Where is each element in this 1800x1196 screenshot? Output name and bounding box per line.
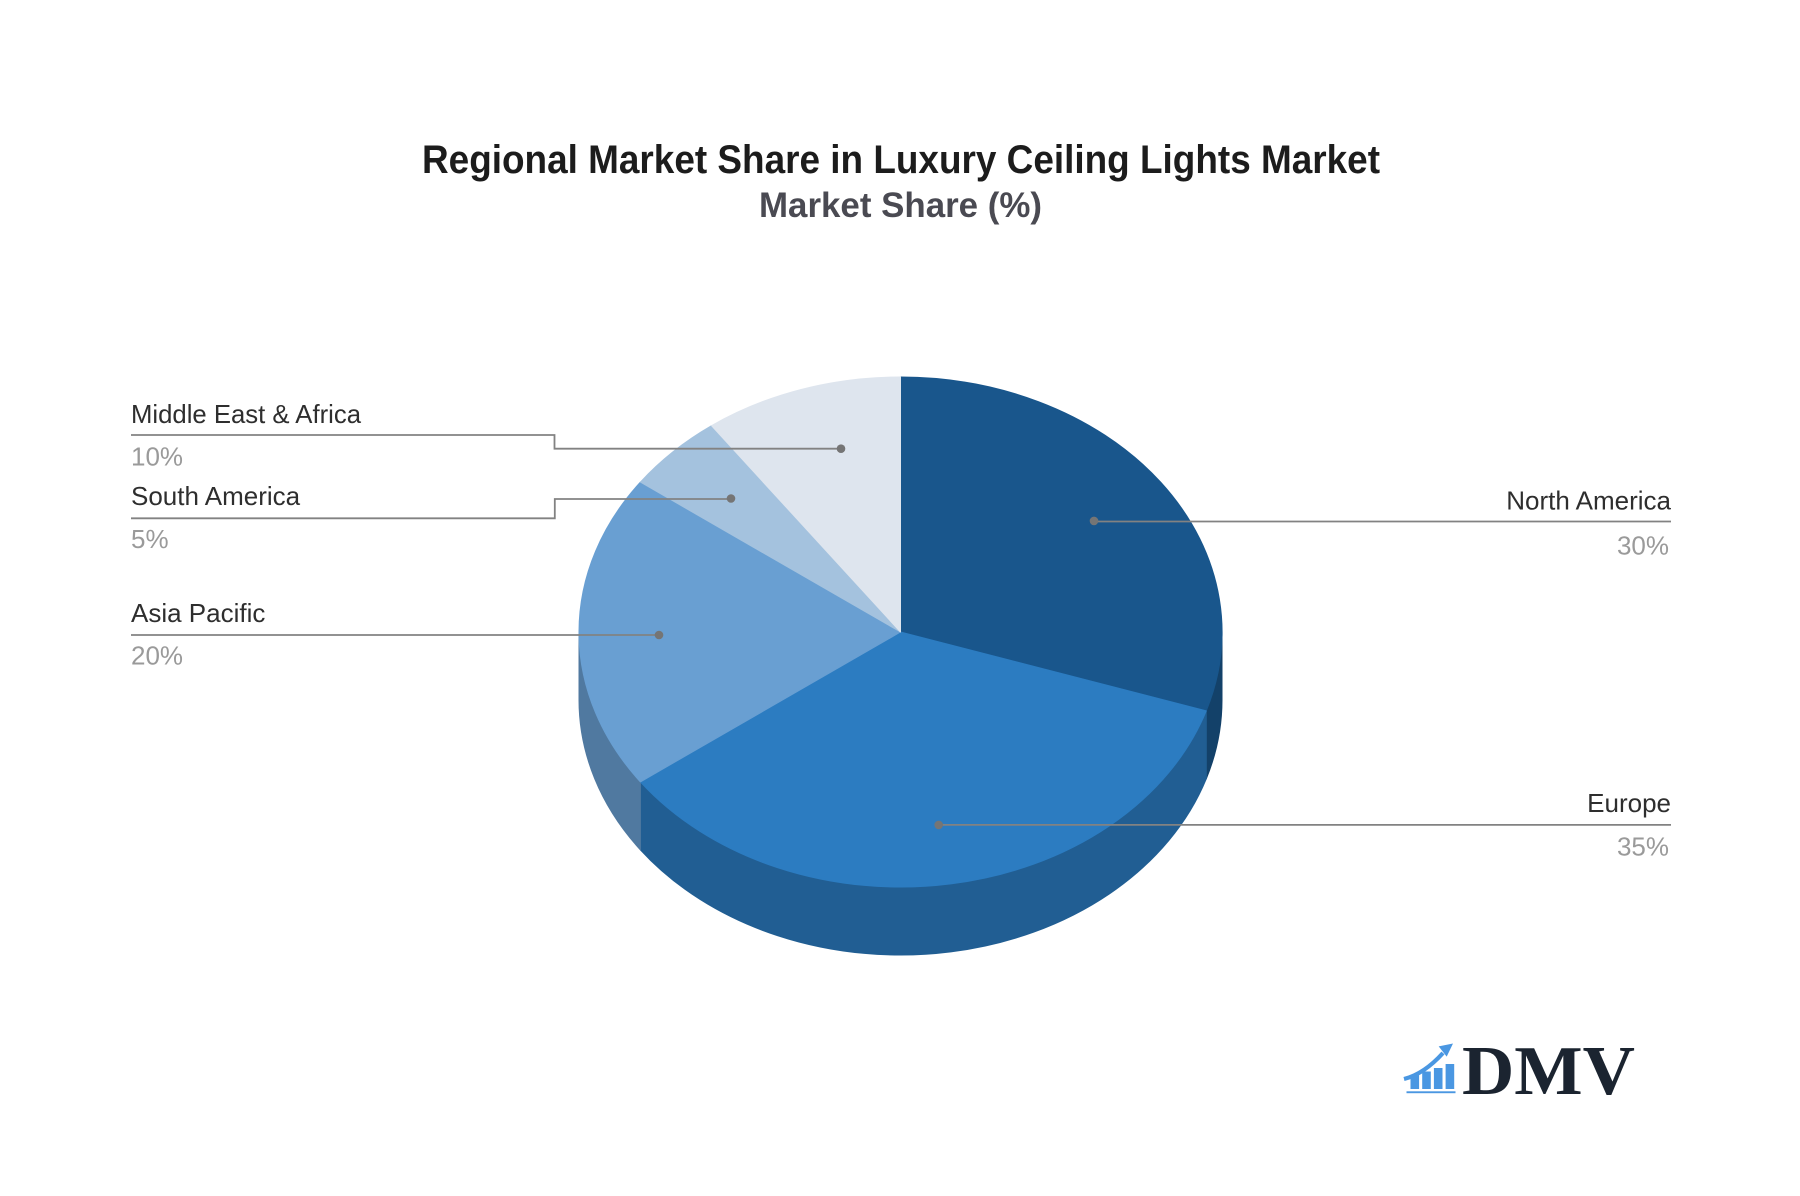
svg-text:20%: 20%	[131, 641, 183, 671]
svg-text:35%: 35%	[1617, 832, 1669, 862]
svg-text:Europe: Europe	[1587, 788, 1671, 818]
svg-text:Regional Market Share in Luxur: Regional Market Share in Luxury Ceiling …	[422, 138, 1380, 182]
svg-text:5%: 5%	[131, 524, 169, 554]
svg-text:10%: 10%	[131, 441, 183, 471]
svg-text:Market Share (%): Market Share (%)	[759, 186, 1042, 225]
svg-text:North America: North America	[1506, 486, 1671, 516]
svg-text:South America: South America	[131, 481, 301, 511]
svg-text:DMV: DMV	[1462, 1033, 1635, 1110]
svg-text:30%: 30%	[1617, 531, 1669, 561]
svg-text:Asia Pacific: Asia Pacific	[131, 598, 265, 628]
svg-text:Middle East & Africa: Middle East & Africa	[131, 399, 362, 429]
